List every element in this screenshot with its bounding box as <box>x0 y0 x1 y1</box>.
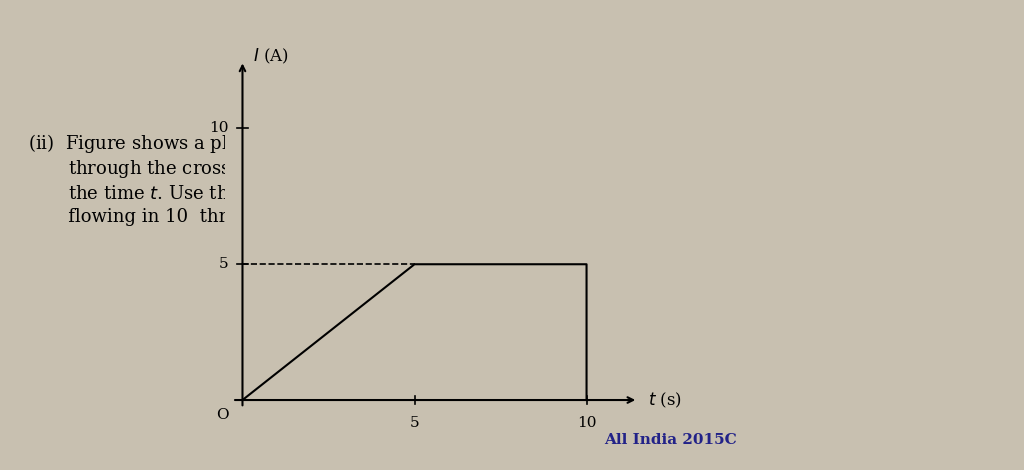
Text: (ii)  Figure shows a plot of current $I$ flowing
       through the cross-sectio: (ii) Figure shows a plot of current $I$ … <box>29 132 454 226</box>
Text: 5: 5 <box>219 257 228 271</box>
Text: 10: 10 <box>209 121 228 135</box>
Text: $t$ (s): $t$ (s) <box>648 391 682 410</box>
Text: All India 2015C: All India 2015C <box>604 432 736 446</box>
Text: $I$ (A): $I$ (A) <box>253 47 289 66</box>
Text: 5: 5 <box>410 416 419 431</box>
Text: O: O <box>216 408 228 422</box>
Text: 10: 10 <box>577 416 596 431</box>
